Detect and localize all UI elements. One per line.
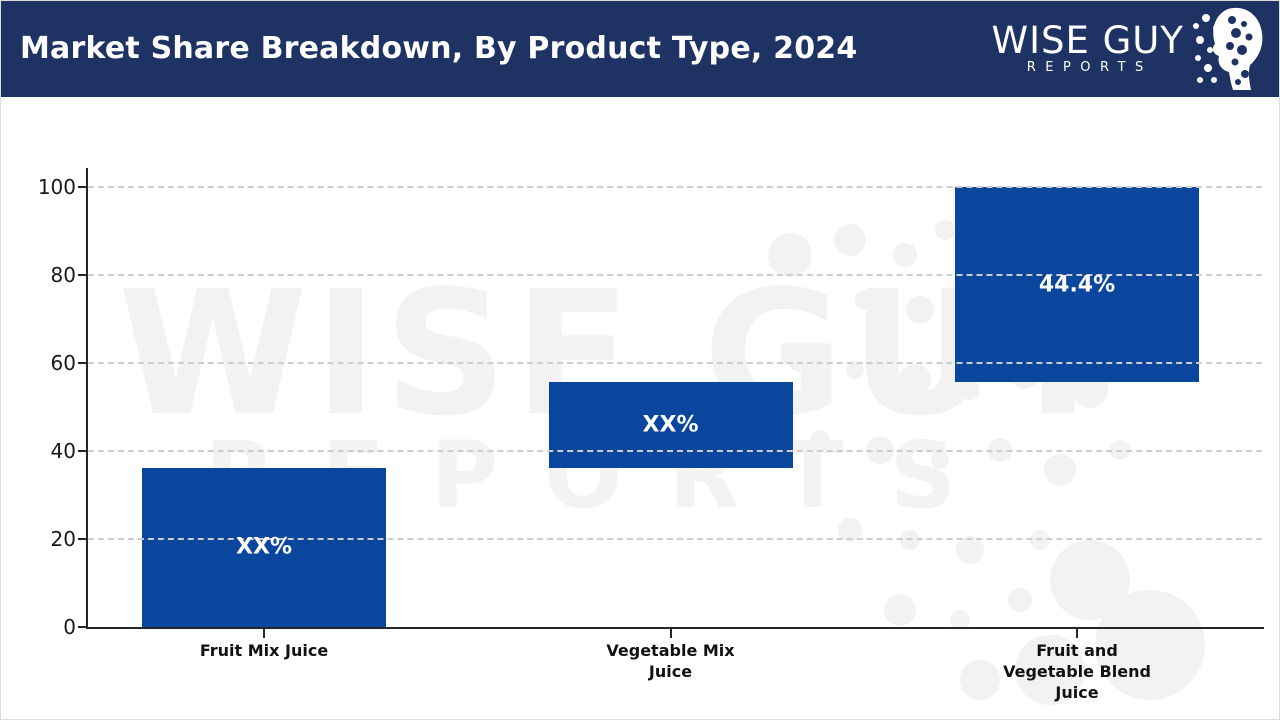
logo-subtext: REPORTS	[1026, 59, 1153, 75]
gridline	[88, 274, 1262, 276]
logo-wordmark: WISE GUY	[991, 18, 1184, 62]
bar-value-label: XX%	[236, 534, 292, 560]
logo-text: WISE GUY REPORTS	[991, 18, 1184, 76]
bar-value-label: 44.4%	[1038, 272, 1116, 298]
x-tick	[263, 629, 265, 638]
y-tick-label: 100	[37, 175, 76, 199]
wiseguy-logo: WISE GUY REPORTS	[992, 6, 1266, 92]
x-axis-line	[86, 627, 1264, 629]
face-profile-icon	[1193, 7, 1263, 90]
x-category-label: Fruit and Vegetable Blend Juice	[1003, 641, 1151, 702]
x-tick	[1076, 629, 1078, 638]
bar-segment	[955, 187, 1199, 383]
y-tick	[78, 274, 88, 276]
x-category-label: Vegetable Mix Juice	[606, 641, 735, 681]
bar-segment	[548, 382, 793, 468]
bar-segment	[142, 467, 386, 627]
x-category-label: Fruit Mix Juice	[199, 641, 329, 660]
bar-value-label: XX%	[642, 412, 699, 438]
header-bar: Market Share Breakdown, By Product Type,…	[0, 0, 1280, 97]
gridline	[88, 450, 1262, 452]
y-tick	[78, 626, 88, 628]
gridline	[88, 186, 1262, 188]
y-axis-line	[86, 168, 88, 629]
chart-title: Market Share Breakdown, By Product Type,…	[20, 31, 858, 66]
y-tick	[78, 186, 88, 188]
y-tick-label: 20	[50, 527, 76, 551]
y-tick-label: 80	[50, 263, 76, 287]
y-tick	[78, 450, 88, 452]
y-tick-label: 60	[50, 351, 76, 375]
gridline	[88, 538, 1262, 540]
y-tick-label: 40	[50, 439, 76, 463]
x-tick	[669, 629, 672, 638]
y-tick-label: 0	[63, 615, 76, 639]
gridline	[88, 362, 1262, 364]
y-tick	[78, 362, 88, 364]
y-tick	[78, 538, 88, 540]
